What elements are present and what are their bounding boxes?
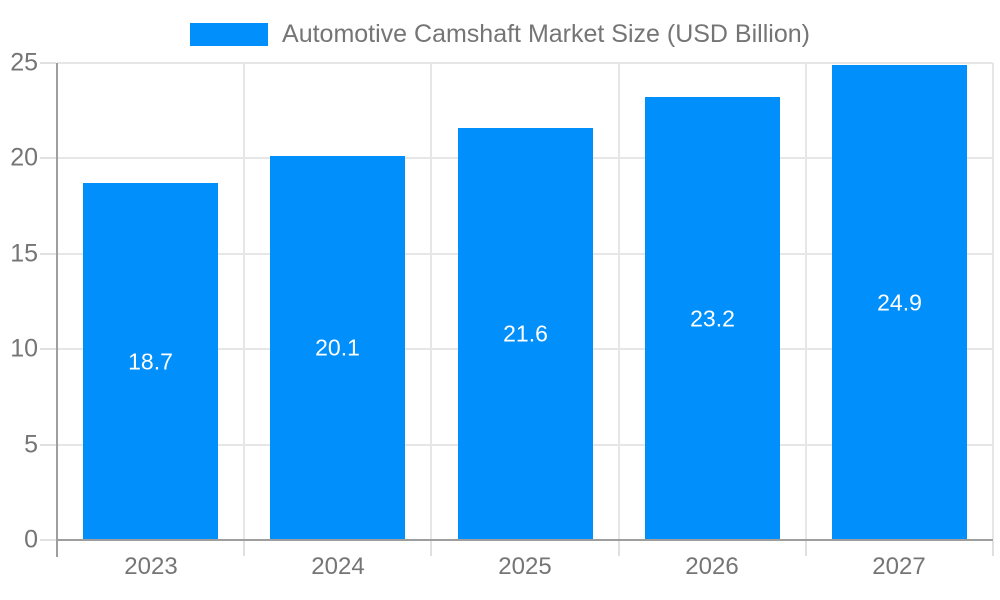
legend-label: Automotive Camshaft Market Size (USD Bil… [282,19,810,48]
x-tick-mark-3 [618,541,620,556]
y-tick-label-10: 10 [10,334,38,363]
x-tick-label-2027: 2027 [872,553,926,580]
bar-2027[interactable]: 24.9 [832,65,967,540]
x-tick-label-2025: 2025 [498,553,552,580]
bar-2025[interactable]: 21.6 [458,128,593,540]
y-tick-mark-25 [40,62,56,64]
plot-area: 18.7 20.1 21.6 23.2 24.9 [57,62,994,540]
gridline-x-2 [430,63,432,540]
x-tick-mark-4 [805,541,807,556]
x-tick-mark-5 [992,541,994,556]
y-tick-label-15: 15 [10,239,38,268]
bar-2023[interactable]: 18.7 [83,183,218,540]
gridline-x-4 [805,63,807,540]
gridline-x-5 [992,63,994,540]
bar-2026[interactable]: 23.2 [645,97,780,540]
y-tick-mark-10 [40,348,56,351]
gridline-x-1 [243,63,245,540]
bar-value-label: 21.6 [503,320,548,347]
bar-2024[interactable]: 20.1 [270,156,405,540]
y-tick-mark-15 [40,252,56,255]
bar-value-label: 18.7 [128,348,173,374]
x-tick-label-2024: 2024 [311,553,365,580]
x-tick-label-2026: 2026 [685,553,739,580]
y-tick-label-20: 20 [10,143,38,172]
x-tick-mark-2 [430,541,432,556]
y-tick-label-25: 25 [10,48,38,77]
legend-swatch-icon [190,22,269,46]
y-tick-label-0: 0 [24,525,38,554]
x-tick-label-2023: 2023 [124,553,178,580]
bar-value-label: 24.9 [877,289,922,315]
x-axis-line [57,539,993,541]
gridline-y-25 [57,62,993,64]
y-tick-mark-20 [40,157,56,160]
y-tick-mark-5 [40,443,56,446]
y-tick-label-5: 5 [24,430,38,459]
legend[interactable]: Automotive Camshaft Market Size (USD Bil… [0,14,1000,54]
bar-value-label: 20.1 [315,334,360,361]
x-tick-mark-1 [243,541,245,556]
y-tick-mark-0 [40,539,56,541]
gridline-x-3 [618,63,620,540]
bar-value-label: 23.2 [690,305,735,331]
y-axis-line [56,63,58,557]
